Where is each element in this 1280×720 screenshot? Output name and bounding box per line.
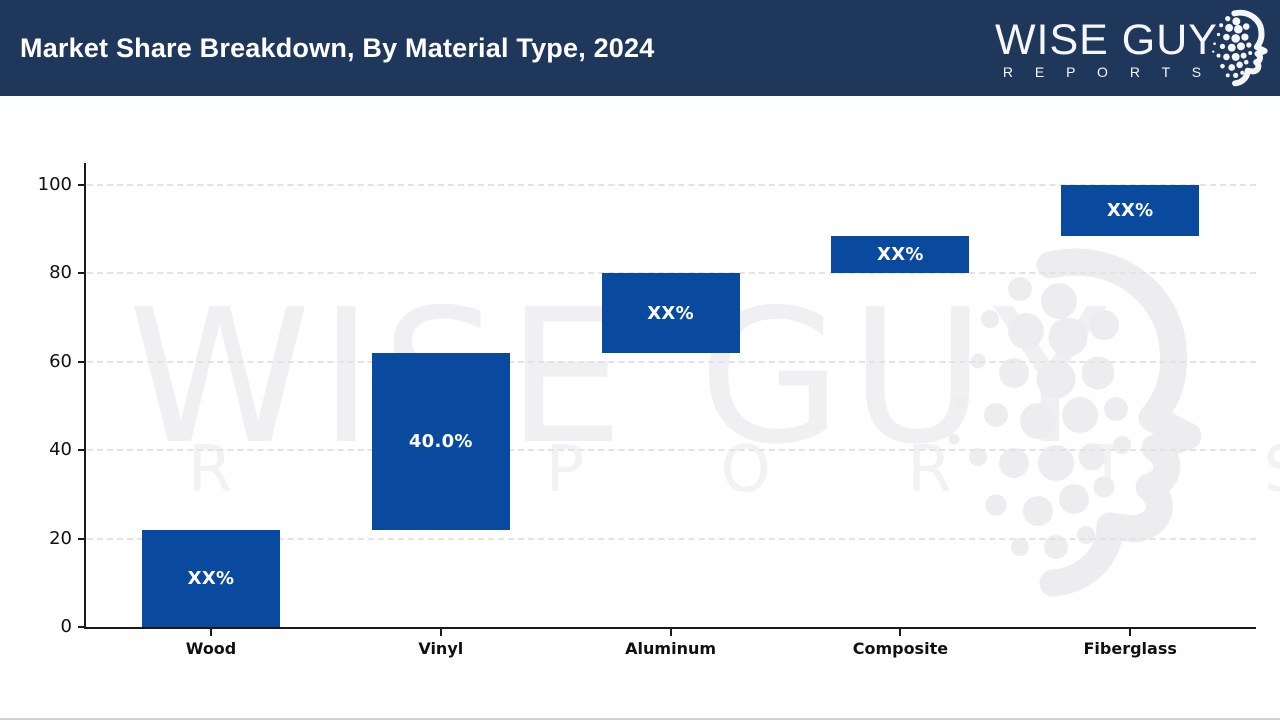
x-tick-fiberglass [1129, 629, 1132, 636]
y-tick-40 [78, 449, 85, 452]
y-axis-line [84, 163, 86, 629]
x-tick-label-vinyl: Vinyl [418, 639, 464, 658]
x-tick-vinyl [439, 629, 442, 636]
x-tick-wood [210, 629, 212, 636]
x-axis-line [84, 627, 1256, 629]
y-tick-label-100: 100 [37, 174, 72, 195]
y-tick-100 [78, 184, 85, 186]
y-tick-60 [78, 360, 85, 363]
x-tick-label-aluminum: Aluminum [625, 639, 717, 658]
x-tick-composite [899, 629, 902, 636]
bar-fiberglass: XX% [1061, 185, 1200, 236]
bar-aluminum: XX% [601, 273, 740, 353]
y-tick-20 [78, 537, 85, 540]
dotted-head-logo-icon [1204, 7, 1270, 91]
page-title: Market Share Breakdown, By Material Type… [20, 32, 655, 63]
logo-textblock: WISE GUY R E P O R T S [995, 18, 1218, 80]
x-tick-aluminum [669, 629, 672, 636]
gridline-60 [87, 360, 1256, 363]
y-tick-80 [78, 272, 85, 275]
y-tick-label-80: 80 [49, 262, 72, 284]
gridline-20 [87, 537, 1256, 540]
bar-wood: XX% [142, 529, 280, 627]
y-tick-label-40: 40 [49, 439, 72, 461]
gridline-100 [87, 184, 1256, 186]
x-tick-label-fiberglass: Fiberglass [1083, 639, 1177, 658]
x-tick-label-wood: Wood [185, 639, 237, 658]
y-tick-label-20: 20 [49, 527, 72, 549]
logo-subtext: R E P O R T S [1002, 64, 1211, 80]
dotted-head-watermark-icon [912, 212, 1212, 642]
bar-value-label-wood: XX% [187, 567, 235, 589]
bar-value-label-fiberglass: XX% [1106, 199, 1154, 221]
bar-vinyl: 40.0% [371, 352, 510, 530]
logo: WISE GUY R E P O R T S [995, 5, 1270, 93]
y-tick-label-0: 0 [60, 616, 72, 637]
x-tick-label-composite: Composite [852, 639, 949, 658]
y-tick-0 [78, 626, 85, 628]
header: Market Share Breakdown, By Material Type… [0, 0, 1280, 96]
bar-value-label-vinyl: 40.0% [408, 430, 473, 452]
bar-composite: XX% [831, 235, 970, 274]
logo-wordmark: WISE GUY [994, 16, 1218, 64]
bar-value-label-aluminum: XX% [647, 302, 694, 324]
y-tick-label-60: 60 [49, 350, 72, 372]
gridline-40 [87, 449, 1256, 452]
bar-value-label-composite: XX% [877, 244, 924, 266]
